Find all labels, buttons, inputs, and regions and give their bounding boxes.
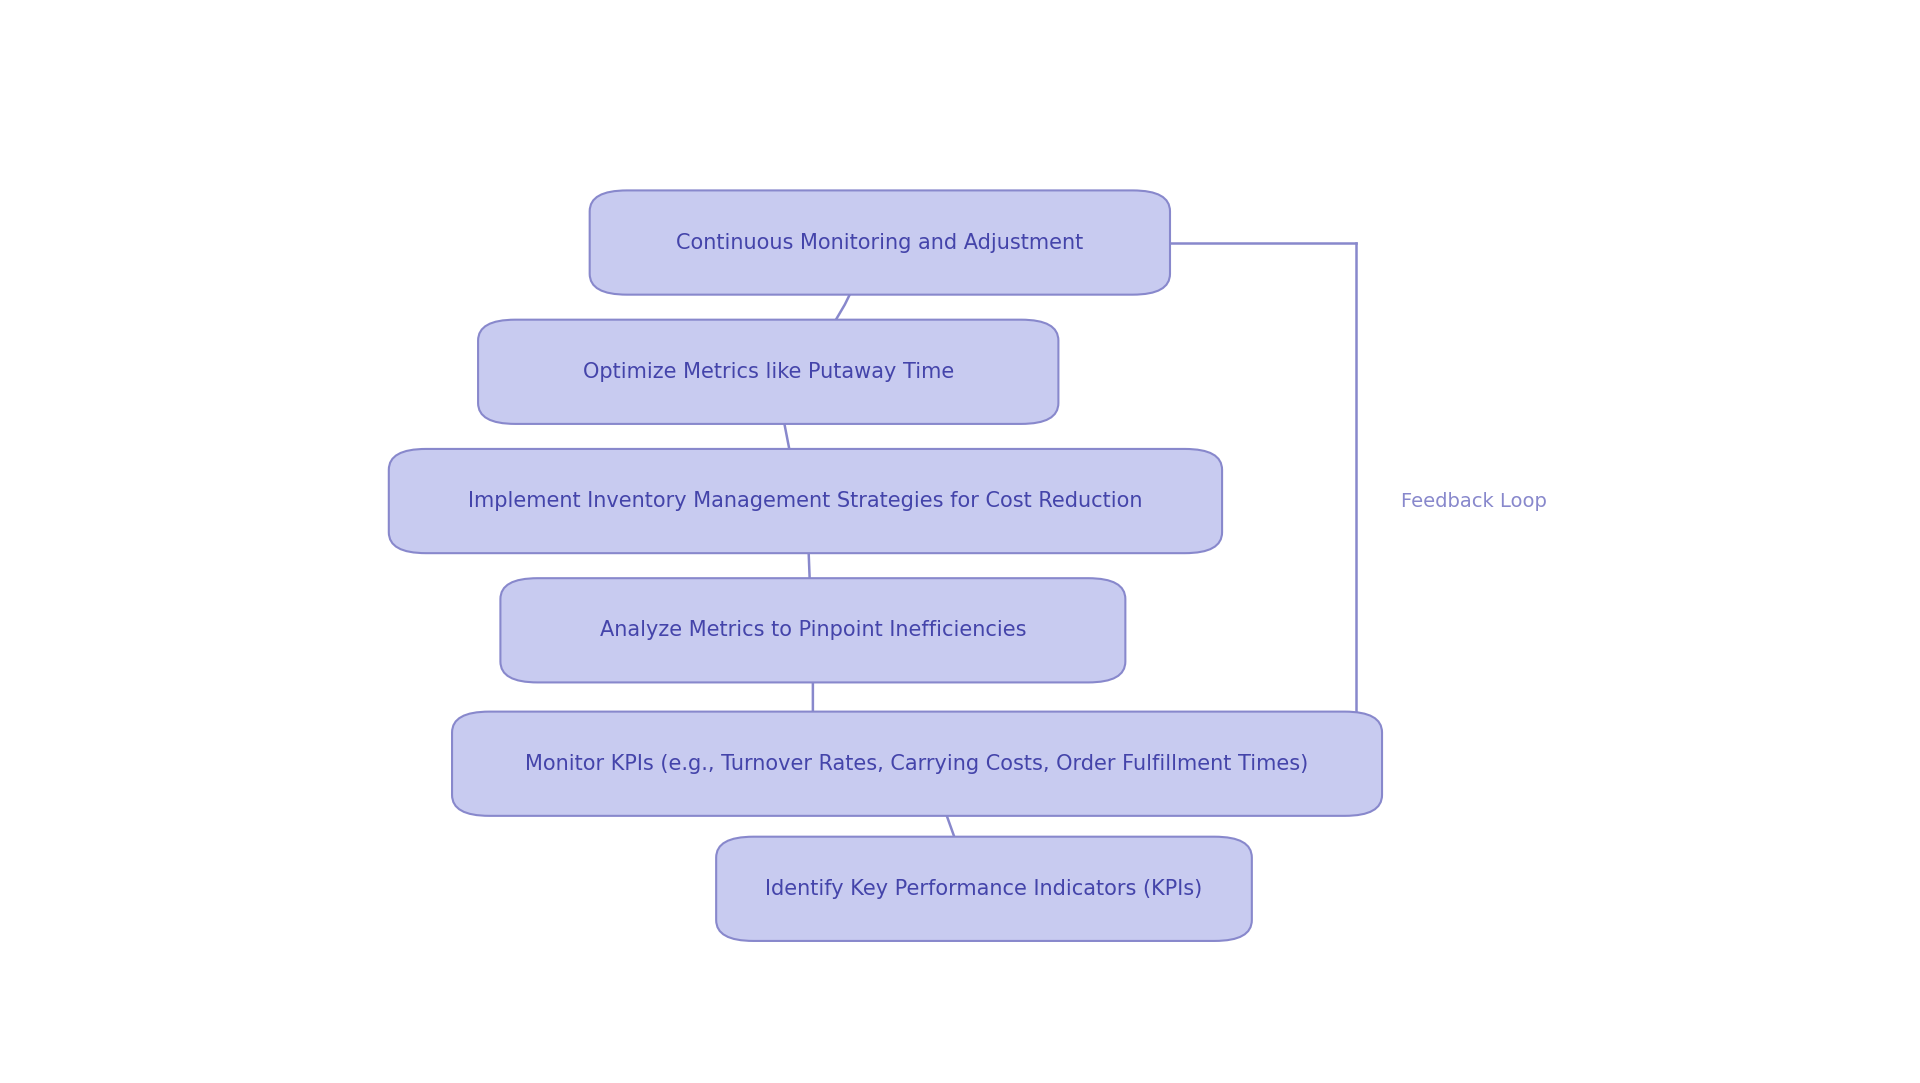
Text: Continuous Monitoring and Adjustment: Continuous Monitoring and Adjustment bbox=[676, 233, 1083, 252]
Text: Implement Inventory Management Strategies for Cost Reduction: Implement Inventory Management Strategie… bbox=[468, 491, 1142, 511]
FancyBboxPatch shape bbox=[589, 191, 1169, 295]
Text: Monitor KPIs (e.g., Turnover Rates, Carrying Costs, Order Fulfillment Times): Monitor KPIs (e.g., Turnover Rates, Carr… bbox=[526, 754, 1309, 773]
FancyBboxPatch shape bbox=[388, 449, 1221, 553]
Text: Identify Key Performance Indicators (KPIs): Identify Key Performance Indicators (KPI… bbox=[766, 878, 1202, 899]
FancyBboxPatch shape bbox=[501, 578, 1125, 682]
FancyBboxPatch shape bbox=[451, 712, 1382, 815]
FancyBboxPatch shape bbox=[478, 319, 1058, 423]
Text: Feedback Loop: Feedback Loop bbox=[1402, 492, 1546, 510]
Text: Analyze Metrics to Pinpoint Inefficiencies: Analyze Metrics to Pinpoint Inefficienci… bbox=[599, 621, 1025, 640]
Text: Optimize Metrics like Putaway Time: Optimize Metrics like Putaway Time bbox=[582, 362, 954, 382]
FancyBboxPatch shape bbox=[716, 837, 1252, 941]
